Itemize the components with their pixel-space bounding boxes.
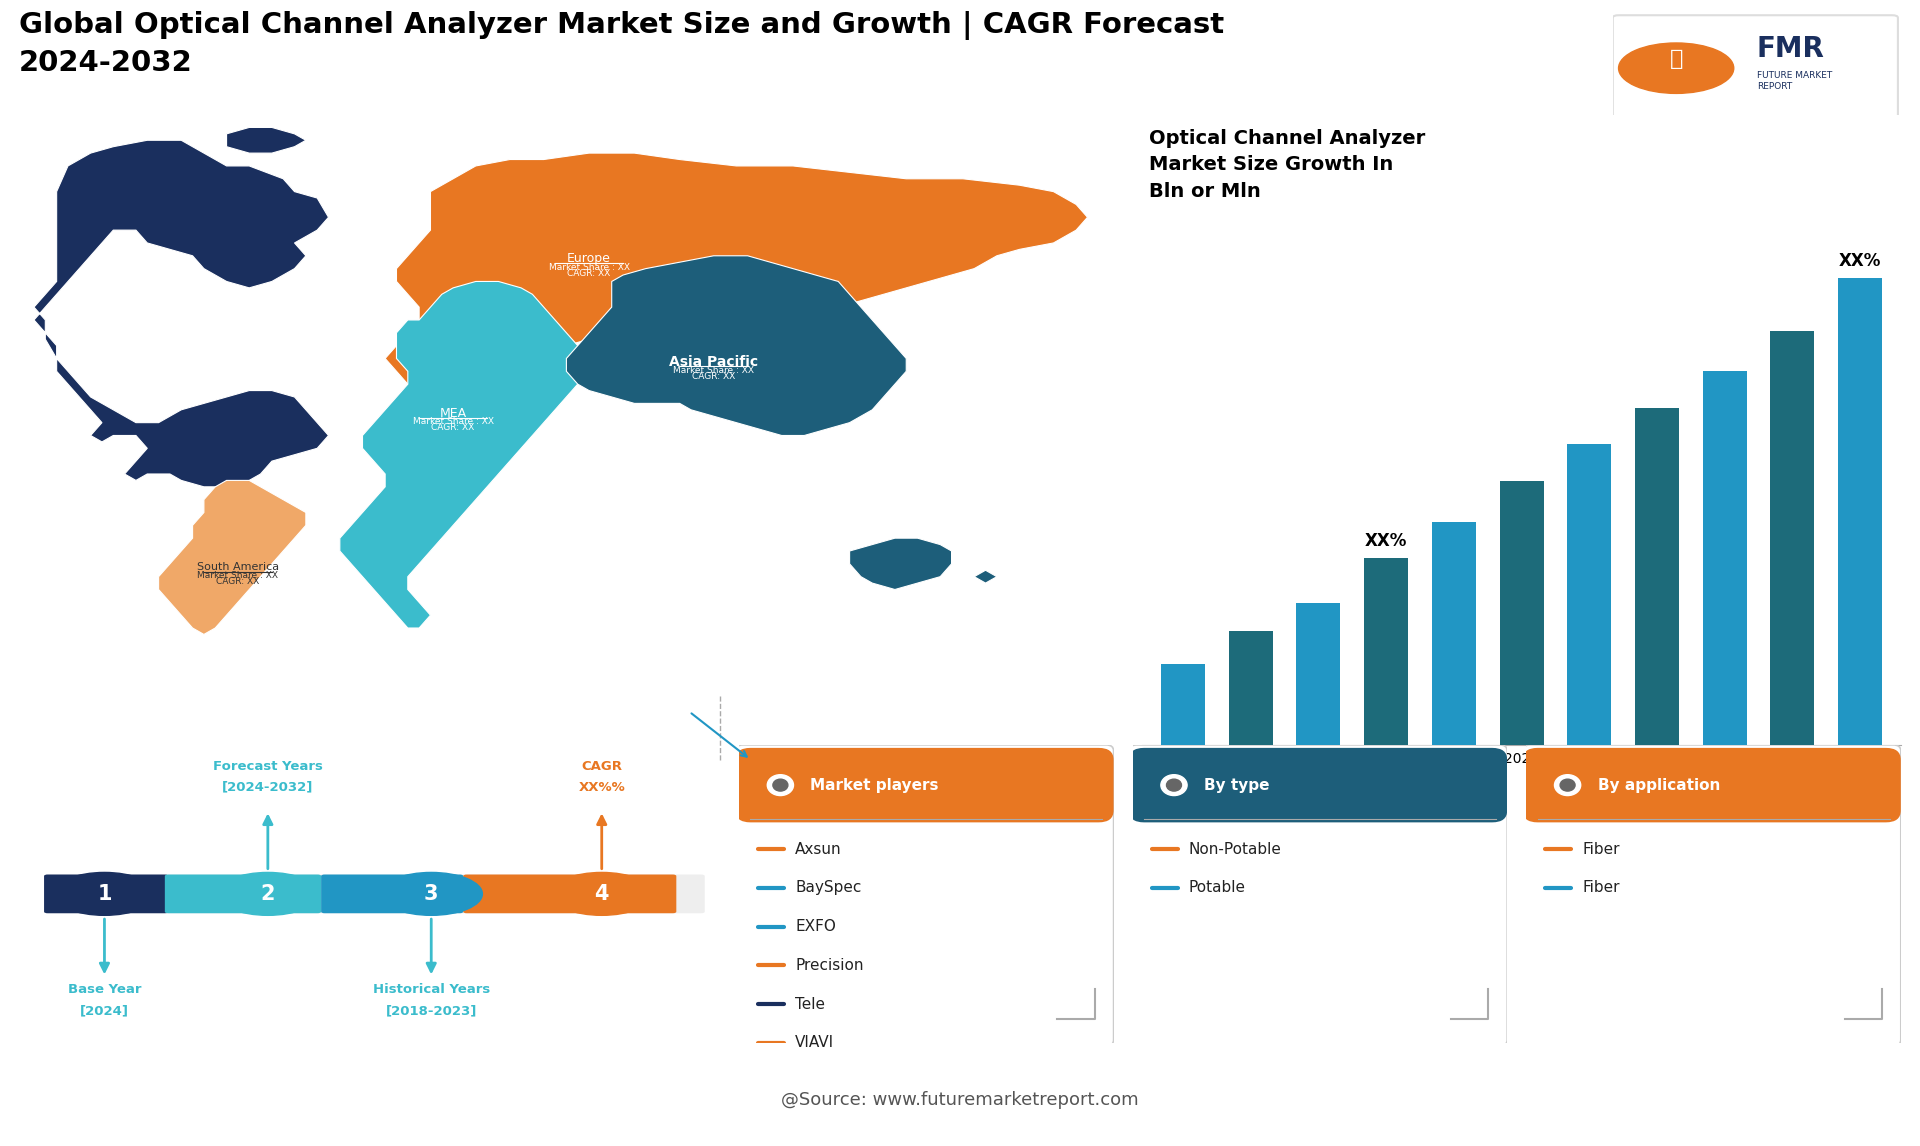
Circle shape (1162, 775, 1187, 795)
Text: By application: By application (1597, 778, 1720, 793)
Polygon shape (566, 256, 906, 435)
Text: Global Optical Channel Analyzer Market Size and Growth | CAGR Forecast
2024-2032: Global Optical Channel Analyzer Market S… (19, 11, 1225, 77)
Text: Market Share : XX: Market Share : XX (198, 571, 278, 580)
Text: Europe: Europe (566, 252, 611, 266)
Bar (1365, 558, 1407, 745)
Polygon shape (340, 282, 589, 628)
FancyBboxPatch shape (1523, 748, 1901, 823)
Bar (1500, 481, 1544, 745)
Circle shape (205, 431, 225, 440)
Text: 2: 2 (261, 884, 275, 904)
Bar (1703, 371, 1747, 745)
Text: @Source: www.futuremarketreport.com: @Source: www.futuremarketreport.com (781, 1091, 1139, 1109)
FancyBboxPatch shape (463, 874, 676, 913)
Text: CAGR: CAGR (582, 760, 622, 772)
Text: Tele: Tele (795, 997, 826, 1012)
Text: [2018-2023]: [2018-2023] (386, 1004, 476, 1018)
Text: Market Share : XX: Market Share : XX (674, 366, 755, 375)
Text: FUTURE MARKET
REPORT: FUTURE MARKET REPORT (1757, 71, 1832, 91)
Text: [2024-2032]: [2024-2032] (223, 780, 313, 794)
Text: CAGR: XX: CAGR: XX (217, 578, 259, 587)
Text: Market Share : XX: Market Share : XX (108, 327, 188, 336)
Text: CAGR: XX: CAGR: XX (432, 423, 474, 432)
FancyBboxPatch shape (1523, 745, 1901, 1046)
Polygon shape (35, 140, 328, 487)
Text: 3: 3 (424, 884, 438, 904)
Text: Forecast Years: Forecast Years (213, 760, 323, 772)
Text: Non-Potable: Non-Potable (1188, 841, 1283, 857)
Text: Optical Channel Analyzer
Market Size Growth In
Bln or Mln: Optical Channel Analyzer Market Size Gro… (1150, 128, 1425, 201)
Text: 1: 1 (98, 884, 111, 904)
Bar (1837, 278, 1882, 745)
Text: 👤: 👤 (1670, 49, 1682, 70)
Polygon shape (973, 571, 996, 583)
Circle shape (774, 779, 787, 791)
Text: XX%: XX% (1365, 532, 1407, 550)
Text: Fiber: Fiber (1582, 880, 1620, 895)
Bar (1636, 408, 1678, 745)
Circle shape (1619, 42, 1734, 93)
Bar (1296, 603, 1340, 745)
FancyBboxPatch shape (44, 874, 169, 913)
Bar (1770, 331, 1814, 745)
Text: EXFO: EXFO (795, 919, 837, 934)
Text: North America: North America (102, 316, 192, 330)
Text: XX%%: XX%% (578, 780, 626, 794)
Bar (1432, 521, 1476, 745)
Text: FMR: FMR (1757, 36, 1824, 63)
Polygon shape (849, 539, 952, 589)
FancyBboxPatch shape (321, 874, 463, 913)
Circle shape (1561, 779, 1574, 791)
Text: BaySpec: BaySpec (795, 880, 862, 895)
Text: South America: South America (198, 562, 278, 572)
Circle shape (54, 872, 156, 916)
Bar (1567, 445, 1611, 745)
Circle shape (1555, 775, 1580, 795)
Circle shape (768, 775, 793, 795)
Text: Market players: Market players (810, 778, 939, 793)
FancyBboxPatch shape (44, 874, 705, 913)
FancyBboxPatch shape (165, 874, 321, 913)
Text: Market Share : XX: Market Share : XX (549, 262, 630, 272)
Text: Base Year: Base Year (67, 983, 142, 996)
Text: 4: 4 (595, 884, 609, 904)
Polygon shape (227, 127, 305, 154)
Text: MEA: MEA (440, 407, 467, 419)
FancyBboxPatch shape (1129, 745, 1507, 1046)
Text: Precision: Precision (795, 958, 864, 973)
Bar (1229, 631, 1273, 745)
Circle shape (217, 872, 319, 916)
Text: Historical Years: Historical Years (372, 983, 490, 996)
Text: Market Share : XX: Market Share : XX (413, 417, 493, 426)
Polygon shape (159, 480, 305, 635)
Text: By type: By type (1204, 778, 1269, 793)
Circle shape (228, 431, 248, 440)
Circle shape (551, 872, 653, 916)
Text: VIAVI: VIAVI (795, 1035, 835, 1051)
Circle shape (217, 437, 236, 447)
Text: Potable: Potable (1188, 880, 1246, 895)
Circle shape (1167, 779, 1181, 791)
Polygon shape (386, 154, 1087, 410)
Text: CAGR: XX: CAGR: XX (568, 269, 611, 278)
Text: CAGR: XX: CAGR: XX (691, 372, 735, 380)
Text: Asia Pacific: Asia Pacific (668, 354, 758, 369)
Text: [2024]: [2024] (81, 1004, 129, 1018)
Text: XX%: XX% (1839, 252, 1882, 270)
Text: Axsun: Axsun (795, 841, 843, 857)
Bar (1162, 664, 1206, 745)
FancyBboxPatch shape (735, 748, 1114, 823)
FancyBboxPatch shape (1129, 748, 1507, 823)
Circle shape (380, 872, 482, 916)
Text: Fiber: Fiber (1582, 841, 1620, 857)
Text: CAGR: XX: CAGR: XX (125, 333, 169, 343)
FancyBboxPatch shape (735, 745, 1114, 1046)
